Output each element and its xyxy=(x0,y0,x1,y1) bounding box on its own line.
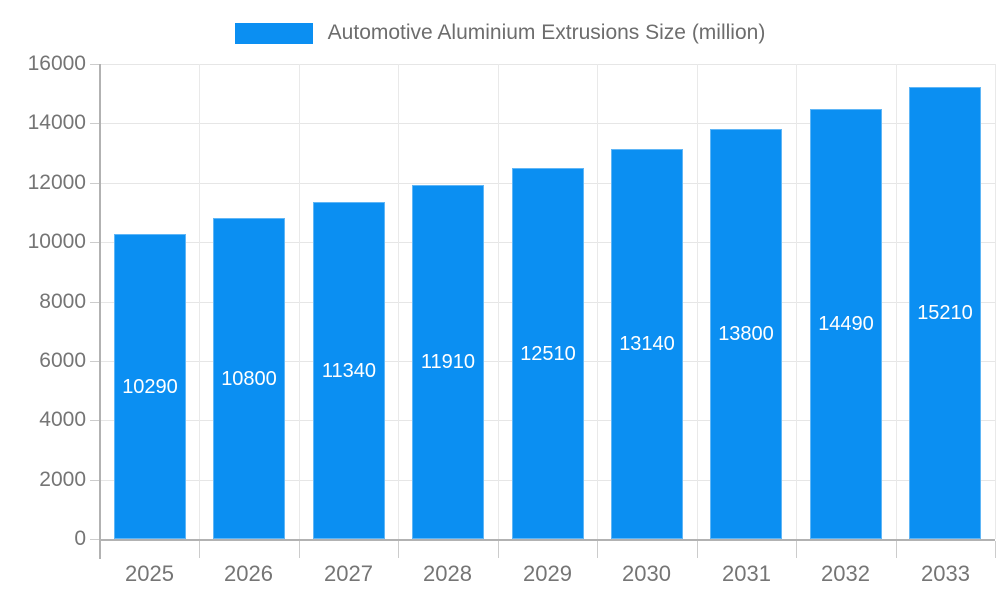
gridline-vertical xyxy=(796,64,797,539)
x-axis-tick-label: 2031 xyxy=(722,561,771,586)
bar[interactable] xyxy=(313,202,385,539)
gridline-vertical xyxy=(597,64,598,539)
y-axis-tick-label: 8000 xyxy=(39,290,86,313)
bar[interactable] xyxy=(512,168,584,539)
y-axis-tick-label: 10000 xyxy=(27,230,86,253)
y-axis-tick-label: 14000 xyxy=(27,111,86,134)
y-axis-tick-label: 16000 xyxy=(27,52,86,75)
x-axis-tick xyxy=(597,541,598,558)
gridline-vertical xyxy=(299,64,300,539)
x-axis-tick xyxy=(199,541,200,558)
x-axis-tick xyxy=(398,541,399,558)
gridline-vertical xyxy=(199,64,200,539)
x-axis-tick-label: 2029 xyxy=(523,561,572,586)
x-axis-line xyxy=(100,539,995,541)
x-axis-tick-label: 2028 xyxy=(423,561,472,586)
y-axis-line xyxy=(99,64,101,559)
y-axis-tick-label: 2000 xyxy=(39,468,86,491)
x-axis-tick-label: 2025 xyxy=(125,561,174,586)
y-axis-tick-label: 4000 xyxy=(39,408,86,431)
y-axis-tick xyxy=(90,539,100,540)
bar[interactable] xyxy=(710,129,782,539)
legend-item[interactable]: Automotive Aluminium Extrusions Size (mi… xyxy=(0,20,1000,46)
x-axis-tick xyxy=(995,541,996,558)
y-axis-tick xyxy=(90,480,100,481)
y-axis-tick-label: 12000 xyxy=(27,171,86,194)
x-axis-tick xyxy=(697,541,698,558)
x-axis-tick-label: 2033 xyxy=(921,561,970,586)
x-axis-tick xyxy=(796,541,797,558)
bar[interactable] xyxy=(810,109,882,539)
gridline-horizontal xyxy=(100,64,995,65)
gridline-vertical xyxy=(697,64,698,539)
y-axis-tick xyxy=(90,123,100,124)
y-axis-tick-label: 0 xyxy=(74,527,86,550)
bar[interactable] xyxy=(412,185,484,539)
x-axis-tick-label: 2030 xyxy=(622,561,671,586)
x-axis-tick-label: 2026 xyxy=(224,561,273,586)
gridline-vertical xyxy=(498,64,499,539)
gridline-vertical xyxy=(398,64,399,539)
y-axis-tick xyxy=(90,361,100,362)
x-axis-tick-label: 2027 xyxy=(324,561,373,586)
y-axis-tick xyxy=(90,183,100,184)
y-axis-tick xyxy=(90,302,100,303)
y-axis-tick xyxy=(90,242,100,243)
x-axis-tick-label: 2032 xyxy=(821,561,870,586)
bar[interactable] xyxy=(909,87,981,539)
legend-label: Automotive Aluminium Extrusions Size (mi… xyxy=(327,21,766,44)
gridline-vertical xyxy=(896,64,897,539)
y-axis-tick xyxy=(90,420,100,421)
bar[interactable] xyxy=(114,234,186,539)
x-axis-tick xyxy=(498,541,499,558)
x-axis-tick xyxy=(299,541,300,558)
bar[interactable] xyxy=(611,149,683,539)
y-axis-tick xyxy=(90,64,100,65)
gridline-horizontal xyxy=(100,123,995,124)
y-axis-tick-label: 6000 xyxy=(39,349,86,372)
bar[interactable] xyxy=(213,218,285,539)
x-axis-tick xyxy=(896,541,897,558)
legend-swatch xyxy=(234,22,313,44)
gridline-vertical xyxy=(995,64,996,539)
